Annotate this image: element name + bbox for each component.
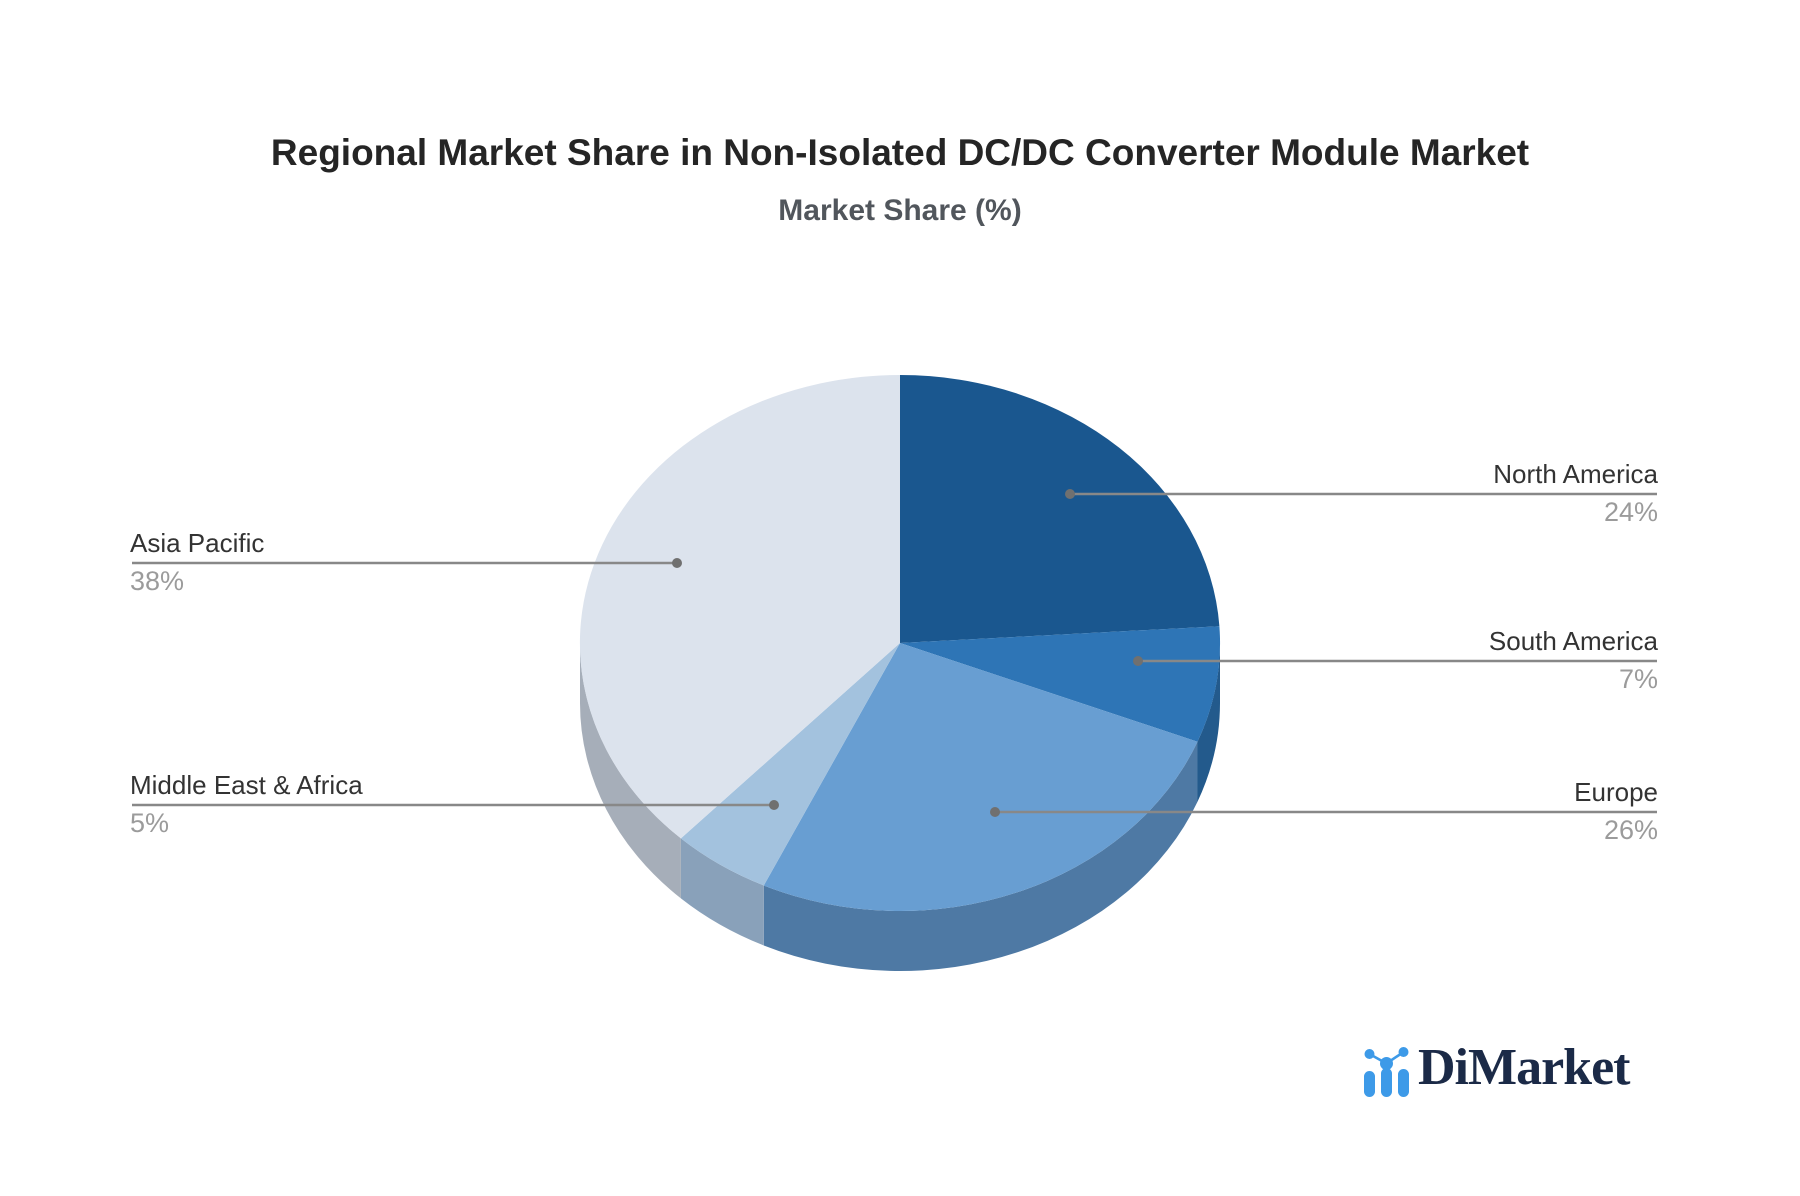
pie-label-percent: 5% [130, 808, 170, 838]
pie-slice-europe[interactable] [763, 643, 1198, 911]
pie-label-name: Middle East & Africa [130, 770, 363, 800]
connector-dot-south-america [1133, 656, 1143, 666]
chart-title: Regional Market Share in Non-Isolated DC… [270, 132, 1530, 173]
pie-slice-north-america[interactable] [900, 375, 1220, 643]
pie-label-middle-east-africa: Middle East & Africa 5% [130, 770, 363, 838]
pie-label-asia-pacific: Asia Pacific 38% [130, 528, 265, 596]
connector-dot-europe [990, 807, 1000, 817]
connector-dot-asia-pacific [672, 558, 682, 568]
connector-dot-middle-east-africa [769, 800, 779, 810]
pie-slice-side-middle-east-africa [680, 838, 764, 946]
pie-slice-side-asia-pacific [580, 643, 681, 899]
connector-dot-north-america [1065, 489, 1075, 499]
connector-lines-group [132, 489, 1657, 817]
pie-slice-south-america[interactable] [900, 626, 1221, 742]
pie-label-percent: 26% [1603, 815, 1658, 845]
pie-slice-middle-east-africa[interactable] [680, 643, 900, 886]
pie-label-name: North America [1493, 459, 1658, 489]
pie-slice-asia-pacific[interactable] [579, 375, 900, 839]
pie-label-north-america: North America 24% [1493, 459, 1658, 527]
bar-chart-icon [1364, 1047, 1409, 1097]
pie-label-name: Europe [1574, 777, 1658, 807]
pie-label-name: Asia Pacific [130, 528, 265, 558]
chart-subtitle: Market Share (%) [778, 194, 1022, 227]
pie-label-south-america: South America 7% [1488, 626, 1658, 694]
pie-slice-side-europe [763, 741, 1198, 971]
pie-slice-side-south-america [1197, 643, 1220, 802]
pie-slices-group [579, 375, 1221, 971]
pie-label-percent: 38% [130, 566, 185, 596]
pie-label-europe: Europe 26% [1574, 777, 1658, 845]
pie-label-percent: 7% [1618, 664, 1658, 694]
pie-label-percent: 24% [1603, 497, 1658, 527]
brand-logo-text: DiMarket [1418, 1039, 1630, 1096]
pie-label-name: South America [1488, 626, 1658, 656]
brand-logo[interactable]: DiMarket [1352, 1030, 1682, 1110]
